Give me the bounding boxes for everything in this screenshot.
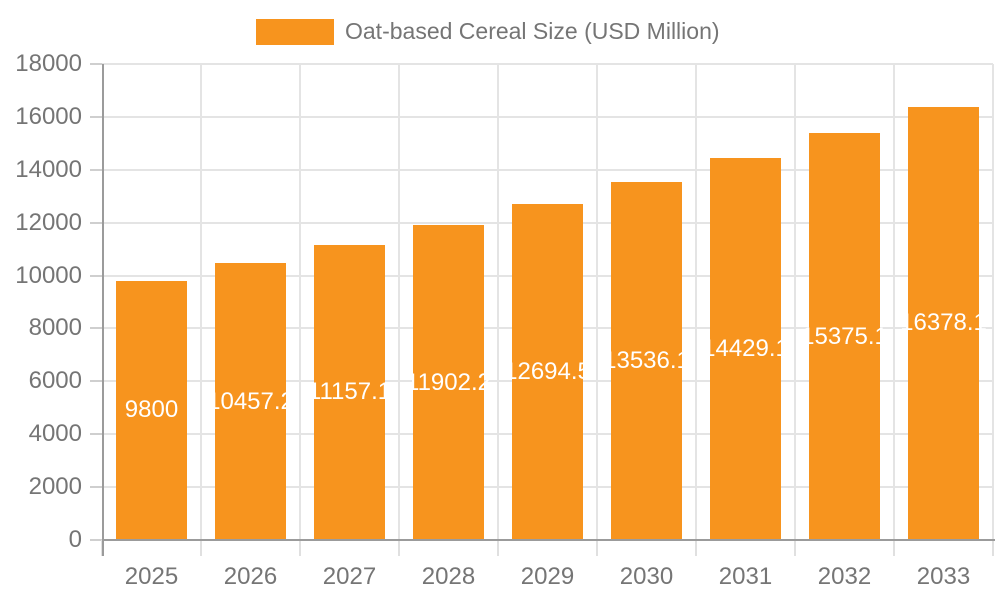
y-axis-tick [90,63,102,65]
y-axis-tick [90,380,102,383]
x-axis-tick [695,540,697,556]
x-gridline [794,64,796,540]
x-gridline [596,64,598,540]
x-gridline [497,64,499,540]
x-axis-tick [893,540,895,556]
bar[interactable] [413,225,484,540]
x-axis-label: 2025 [124,563,179,590]
bar[interactable] [809,133,880,540]
y-axis-tick [90,327,102,330]
x-axis-tick [992,540,994,556]
y-gridline [102,115,993,118]
x-gridline [893,64,895,540]
y-axis-label: 2000 [28,473,82,501]
y-axis-tick [90,221,102,224]
y-axis-tick [90,115,102,118]
x-axis-label: 2028 [421,563,476,590]
x-axis-label: 2027 [322,563,377,590]
x-gridline [992,64,994,540]
y-axis-label: 16000 [15,102,82,130]
x-axis-line [102,539,995,541]
bar[interactable] [116,280,187,540]
y-axis-label: 12000 [15,208,82,236]
y-axis-label: 6000 [28,367,82,395]
x-axis-tick [596,540,598,556]
y-axis-label: 14000 [15,155,82,183]
x-gridline [299,64,301,540]
y-axis-label: 8000 [28,314,82,342]
bar[interactable] [611,182,682,540]
y-axis-tick [90,274,102,277]
y-axis-label: 0 [68,526,82,553]
x-gridline [200,64,202,540]
bar[interactable] [314,244,385,540]
bar[interactable] [710,158,781,540]
y-axis-line [102,64,104,556]
y-gridline [102,63,993,65]
y-axis-tick [90,168,102,171]
legend-label[interactable]: Oat-based Cereal Size (USD Million) [345,18,720,44]
y-axis-tick [90,539,102,541]
legend-item[interactable]: Oat-based Cereal Size (USD Million) [256,18,720,45]
x-gridline [695,64,697,540]
x-axis-tick [497,540,499,556]
y-axis-label: 10000 [15,261,82,289]
x-axis-tick [200,540,202,556]
x-axis-tick [794,540,796,556]
bar[interactable] [215,263,286,540]
x-axis-label: 2026 [223,563,278,590]
x-axis-label: 2033 [916,563,971,590]
x-axis-label: 2032 [817,563,872,590]
y-axis-label: 18000 [15,50,82,77]
x-axis-label: 2029 [520,563,575,590]
x-gridline [398,64,400,540]
bar[interactable] [512,204,583,540]
x-axis-label: 2031 [718,563,773,590]
y-gridline [102,168,993,171]
x-axis-tick [398,540,400,556]
legend-swatch[interactable] [256,18,334,45]
plot-area: 0 2000 4000 6000 8000 10000 12000 14000 16000 180… [15,50,995,590]
y-axis-label: 4000 [28,420,82,448]
y-axis-tick [90,433,102,436]
x-axis-label: 2030 [619,563,674,590]
x-axis-tick [299,540,301,556]
y-axis-tick [90,486,102,489]
bar[interactable] [908,106,979,540]
